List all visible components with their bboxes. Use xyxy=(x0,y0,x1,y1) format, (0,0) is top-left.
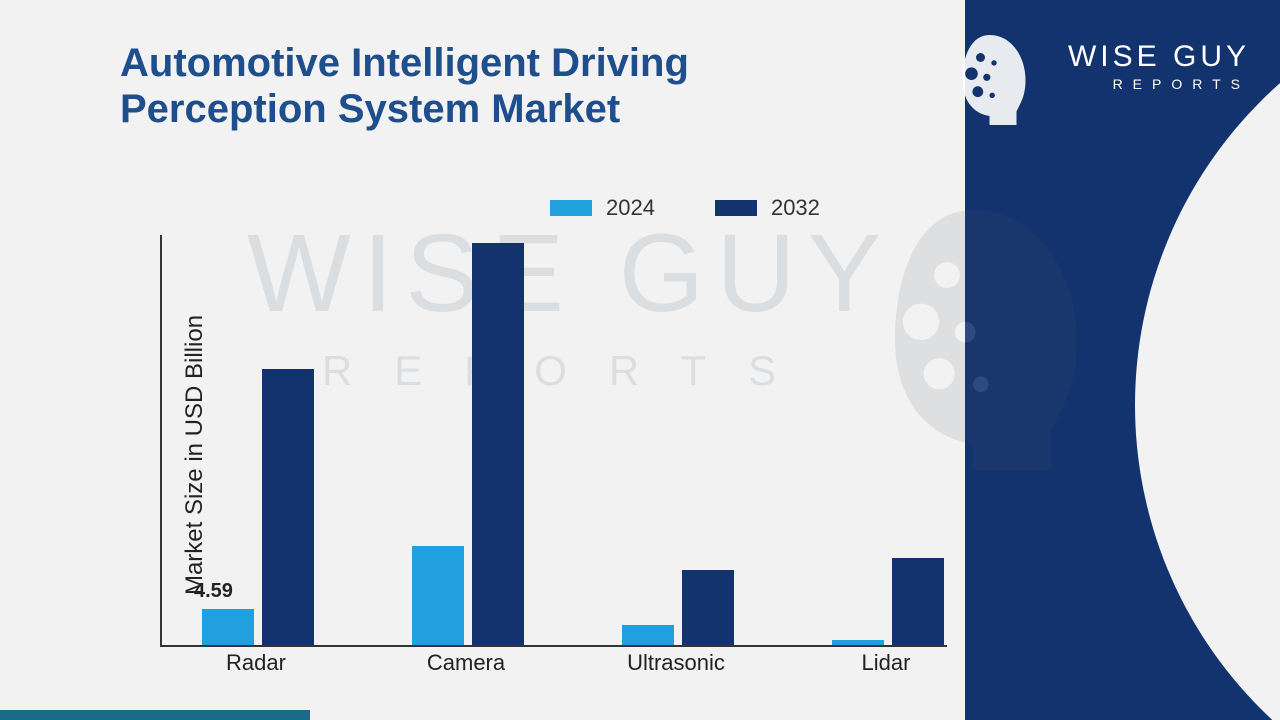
legend-swatch-2032 xyxy=(715,200,757,216)
bar-2032-radar xyxy=(262,369,314,645)
bar-2032-camera xyxy=(472,243,524,645)
bottom-strip xyxy=(0,710,310,720)
legend-item-2032: 2032 xyxy=(715,195,820,221)
bar-2024-ultrasonic xyxy=(622,625,674,646)
value-label-radar-2024: 4.59 xyxy=(194,580,233,603)
x-tick-ultrasonic: Ultrasonic xyxy=(627,650,725,676)
legend-label-2032: 2032 xyxy=(771,195,820,221)
logo-head-icon xyxy=(940,30,1030,130)
bar-2024-lidar xyxy=(832,640,884,645)
legend-label-2024: 2024 xyxy=(606,195,655,221)
x-tick-camera: Camera xyxy=(427,650,505,676)
bar-2024-camera xyxy=(412,546,464,645)
plot-area: 4.59 xyxy=(160,235,947,647)
bar-2032-lidar xyxy=(892,558,944,645)
bar-2032-ultrasonic xyxy=(682,570,734,645)
brand-subtitle: REPORTS xyxy=(1068,76,1250,92)
legend-swatch-2024 xyxy=(550,200,592,216)
x-tick-lidar: Lidar xyxy=(862,650,911,676)
decorative-circle xyxy=(1135,0,1280,720)
brand-logo: WISE GUY REPORTS xyxy=(1068,40,1250,92)
brand-name: WISE GUY xyxy=(1068,40,1250,74)
chart-canvas: WISE GUY REPORTS WISE GUY REPORTS Automo… xyxy=(0,0,1280,720)
chart-area: Market Size in USD Billion 4.59 RadarCam… xyxy=(115,235,945,675)
legend: 2024 2032 xyxy=(550,195,820,221)
legend-item-2024: 2024 xyxy=(550,195,655,221)
bar-2024-radar xyxy=(202,609,254,645)
chart-title: Automotive Intelligent Driving Perceptio… xyxy=(120,40,820,132)
x-tick-radar: Radar xyxy=(226,650,286,676)
